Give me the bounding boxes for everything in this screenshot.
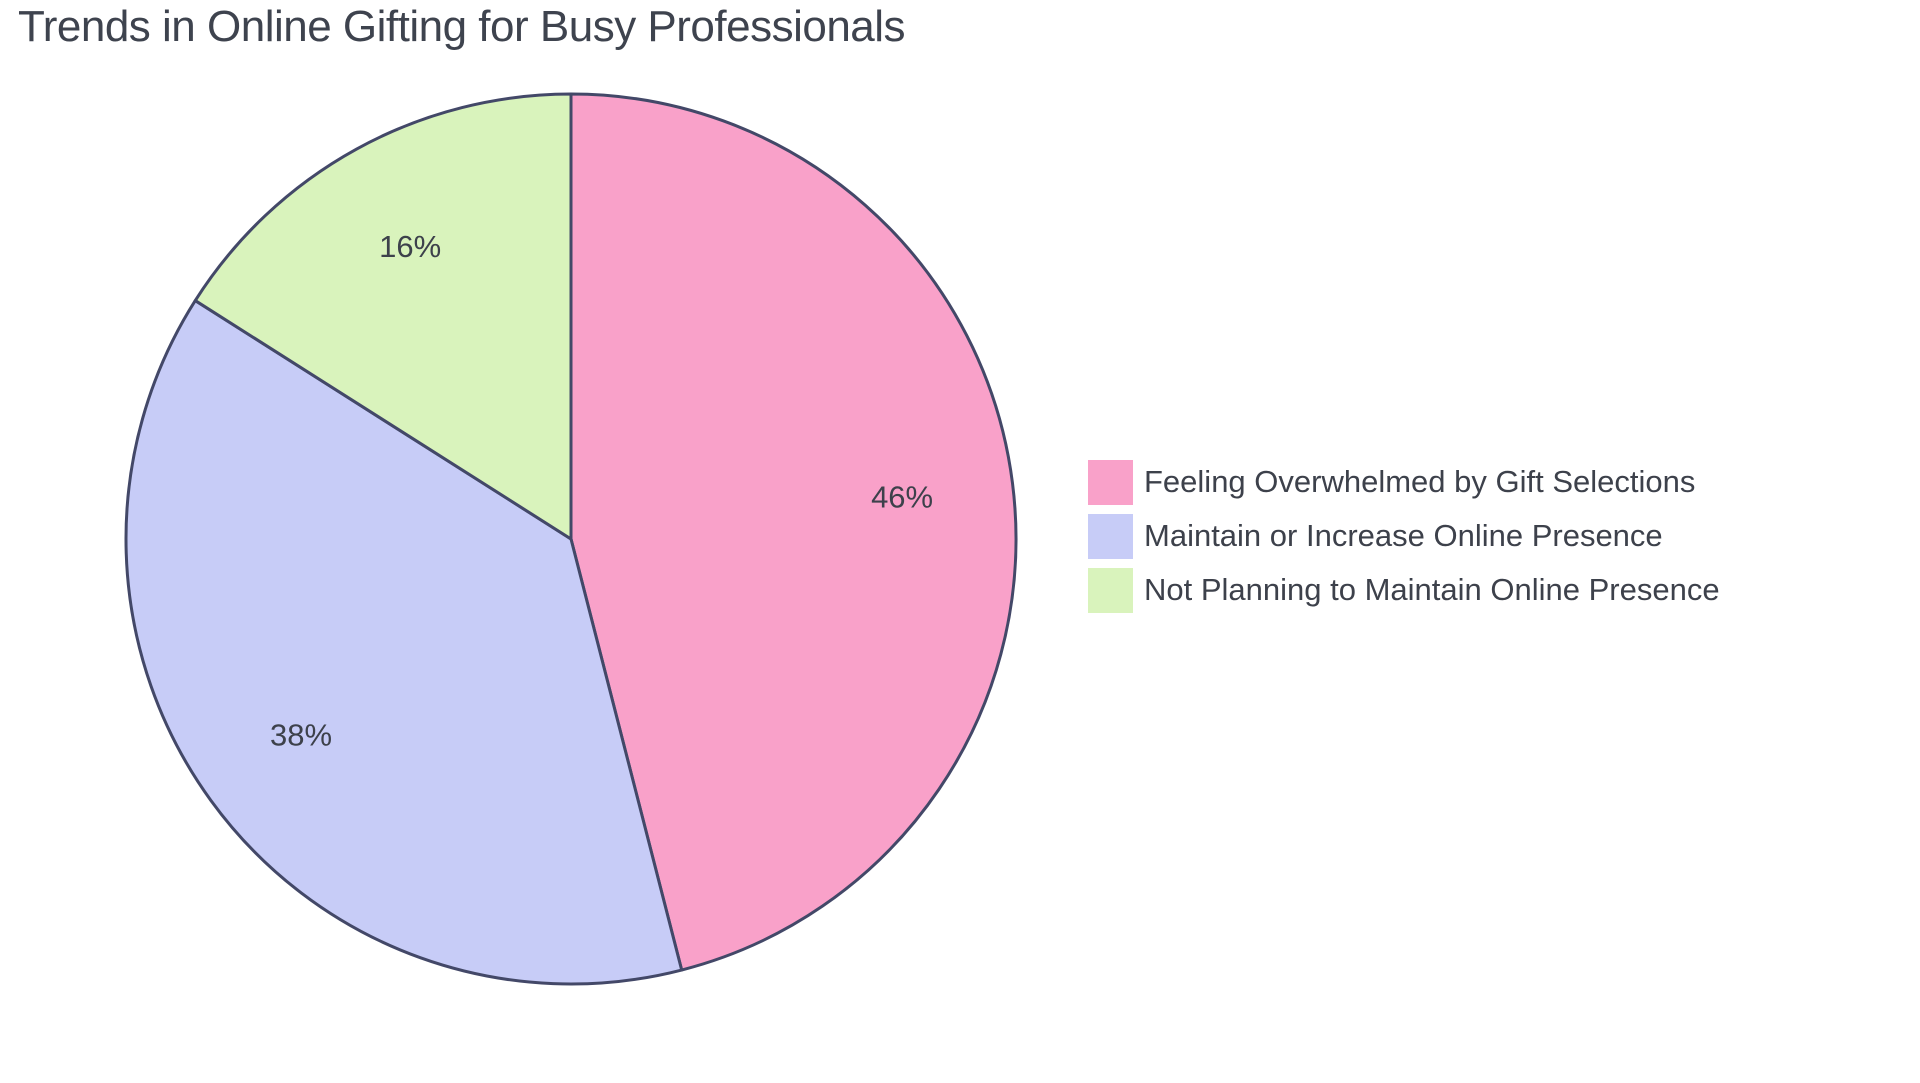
legend-label: Maintain or Increase Online Presence — [1144, 518, 1663, 553]
legend-label: Not Planning to Maintain Online Presence — [1144, 572, 1720, 607]
legend-item-1: Feeling Overwhelmed by Gift Selections — [1088, 459, 1720, 505]
pie-slice-3 — [193, 92, 573, 541]
legend-swatch — [1088, 513, 1133, 559]
chart-title: Trends in Online Gifting for Busy Profes… — [18, 2, 906, 51]
slice-percent-label: 16% — [379, 229, 441, 264]
legend-swatch — [1088, 567, 1133, 613]
legend-label: Feeling Overwhelmed by Gift Selections — [1144, 464, 1696, 499]
legend: Feeling Overwhelmed by Gift Selections Ma… — [1088, 459, 1720, 621]
legend-item-2: Maintain or Increase Online Presence — [1088, 513, 1720, 559]
pie-slice-2 — [124, 299, 684, 986]
pie-slice-1 — [569, 92, 1018, 972]
slice-percent-label: 46% — [871, 480, 933, 515]
legend-swatch — [1088, 459, 1133, 505]
legend-item-3: Not Planning to Maintain Online Presence — [1088, 567, 1720, 613]
slice-percent-label: 38% — [270, 718, 332, 753]
